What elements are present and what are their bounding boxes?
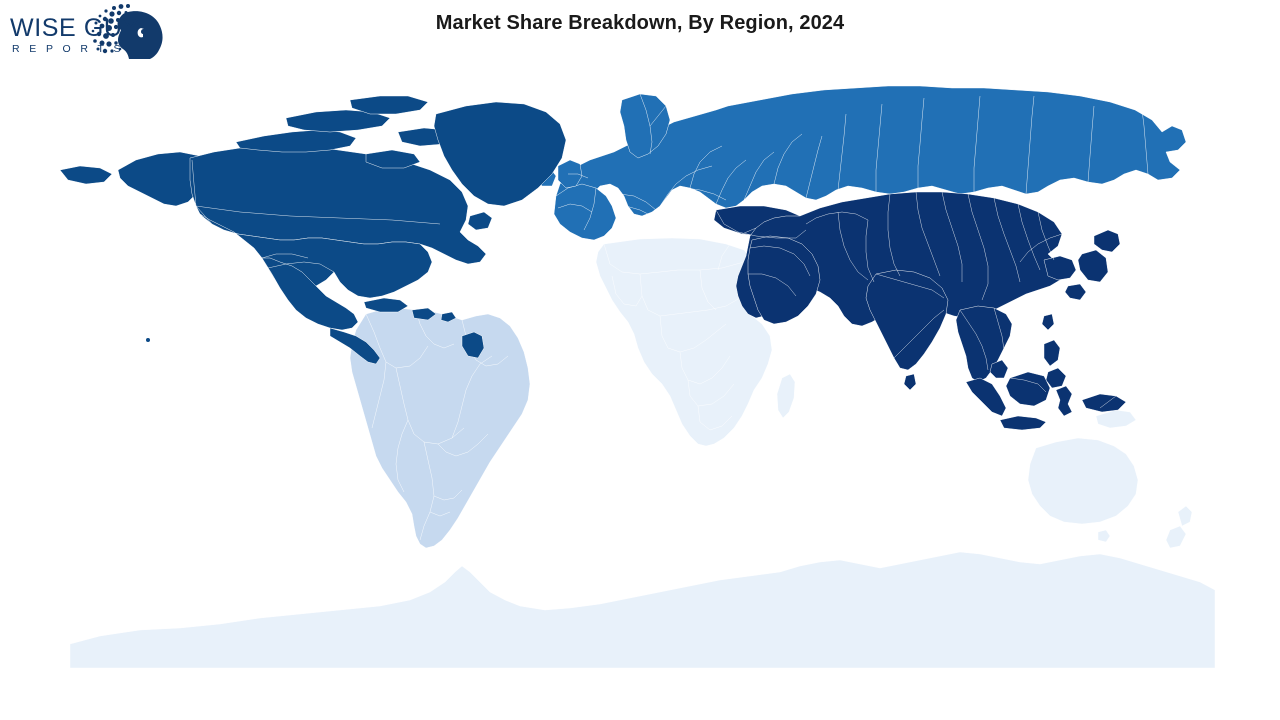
country-shape [329, 327, 381, 365]
region-europe[interactable] [493, 85, 1187, 241]
country-shape [1045, 367, 1067, 389]
country-shape [865, 269, 949, 371]
country-shape [553, 183, 617, 241]
country-shape [411, 307, 437, 321]
country-shape [1041, 313, 1055, 331]
country-shape [1005, 371, 1051, 407]
country-shape [989, 359, 1009, 379]
country-shape [235, 129, 357, 153]
region-north-america[interactable] [59, 95, 567, 365]
country-shape [747, 235, 821, 325]
country-shape [1093, 229, 1121, 253]
country-shape [999, 415, 1047, 431]
country-shape [1165, 525, 1187, 549]
country-shape [440, 311, 457, 323]
country-shape [365, 149, 421, 169]
country-shape [467, 211, 493, 231]
country-shape [363, 297, 409, 313]
country-shape [59, 165, 113, 185]
country-shape [619, 93, 671, 159]
country-shape [1177, 505, 1193, 527]
country-shape [965, 377, 1007, 417]
country-shape [1027, 437, 1139, 525]
country-shape [146, 338, 150, 342]
logo-wordmark-secondary: R E P O R T S [12, 43, 124, 55]
logo-head-icon [91, 4, 163, 59]
country-shape [433, 101, 567, 207]
country-shape [1095, 409, 1137, 429]
region-south-america[interactable] [349, 307, 531, 549]
country-shape [349, 307, 531, 549]
country-shape [1097, 529, 1111, 543]
country-shape [261, 257, 359, 331]
country-shape [285, 109, 391, 133]
world-map-container [0, 48, 1280, 720]
country-shape [1077, 249, 1109, 283]
country-shape [1064, 283, 1087, 301]
chart-title: Market Share Breakdown, By Region, 2024 [435, 12, 845, 34]
country-shape [1081, 393, 1127, 413]
world-choropleth-map [59, 85, 1216, 669]
country-shape [1043, 255, 1077, 281]
country-shape [903, 373, 917, 391]
country-shape [349, 95, 429, 115]
logo-wordmark-primary: WISE GUY [10, 14, 140, 42]
country-shape [461, 331, 485, 359]
country-shape [776, 373, 796, 419]
country-shape [69, 551, 1216, 669]
country-shape [1043, 339, 1061, 367]
wise-guy-reports-logo[interactable]: WISE GUY R E P O R T S [8, 4, 198, 62]
region-asia-pacific[interactable] [713, 191, 1127, 431]
region-rest-of-world[interactable] [69, 237, 1216, 669]
country-shape [1055, 385, 1073, 417]
